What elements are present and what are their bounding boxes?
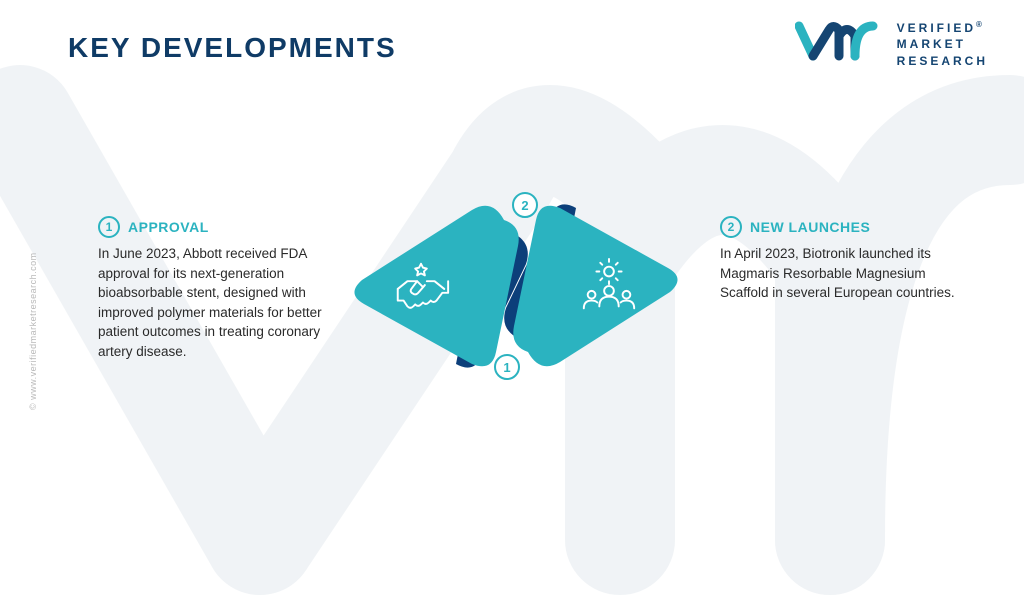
logo-line2: MARKET [897, 36, 988, 52]
triangle-number-badge: 2 [512, 192, 538, 218]
item-header: 2 NEW LAUNCHES [720, 216, 970, 238]
content-area: 1 APPROVAL In June 2023, Abbott received… [0, 170, 1024, 500]
logo-line3: RESEARCH [897, 53, 988, 69]
item-number-badge: 1 [98, 216, 120, 238]
item-body: In April 2023, Biotronik launched its Ma… [720, 244, 970, 303]
development-item-1: 1 APPROVAL In June 2023, Abbott received… [98, 216, 348, 361]
team-gear-icon [578, 256, 640, 318]
brand-logo: VERIFIED® MARKET RESEARCH [795, 20, 988, 69]
item-heading: NEW LAUNCHES [750, 219, 870, 235]
triangle-left: 1 [346, 196, 526, 376]
registered-mark: ® [976, 20, 982, 29]
item-heading: APPROVAL [128, 219, 209, 235]
page-title: KEY DEVELOPMENTS [68, 32, 397, 64]
item-body: In June 2023, Abbott received FDA approv… [98, 244, 348, 361]
handshake-icon [390, 256, 452, 318]
item-number-badge: 2 [720, 216, 742, 238]
brand-logo-text: VERIFIED® MARKET RESEARCH [897, 20, 988, 69]
center-graphic: 1 2 [360, 170, 680, 430]
vmr-logo-icon [795, 20, 887, 69]
triangle-right: 2 [506, 196, 686, 376]
item-header: 1 APPROVAL [98, 216, 348, 238]
development-item-2: 2 NEW LAUNCHES In April 2023, Biotronik … [720, 216, 970, 303]
logo-line1: VERIFIED [897, 21, 976, 35]
